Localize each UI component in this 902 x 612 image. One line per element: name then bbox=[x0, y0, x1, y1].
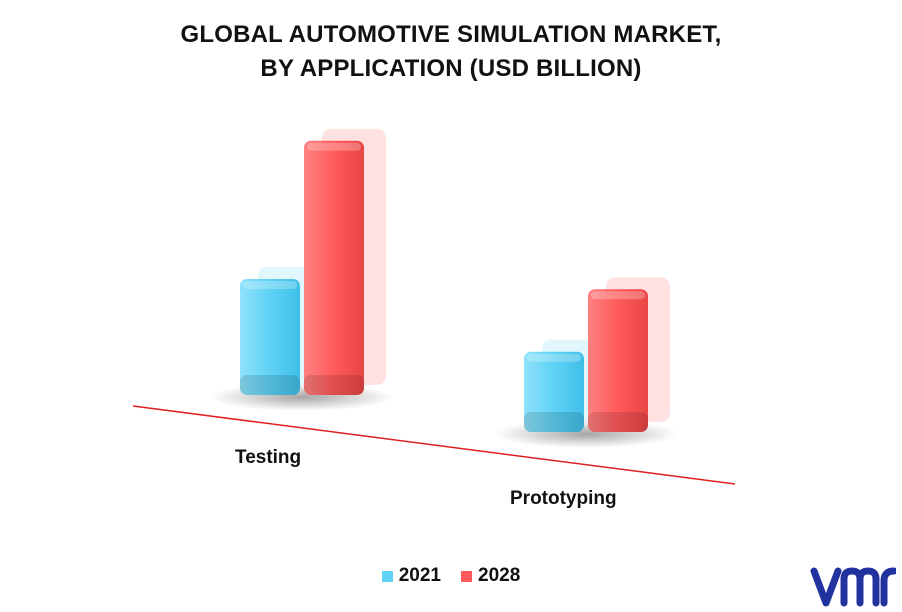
legend-item-2021: 2021 bbox=[381, 565, 441, 587]
bar-top-testing-2021 bbox=[243, 281, 297, 289]
bar-shadow-prototyping bbox=[494, 420, 678, 448]
baseline-axis bbox=[132, 405, 736, 485]
bar-base-prototyping-2021 bbox=[524, 412, 584, 432]
legend-label-2028: 2028 bbox=[478, 565, 521, 586]
chart-title-line-2: BY APPLICATION (USD BILLION) bbox=[260, 55, 642, 82]
legend-swatch-2028 bbox=[461, 570, 472, 582]
category-label-prototyping: Prototyping bbox=[510, 488, 617, 509]
bar-top-testing-2028 bbox=[307, 142, 361, 151]
bar-top-prototyping-2021 bbox=[527, 353, 581, 362]
bar-testing-2021 bbox=[240, 279, 300, 395]
bar-base-testing-2021 bbox=[240, 375, 300, 395]
bar-shadow-testing bbox=[210, 383, 394, 411]
category-label-testing: Testing bbox=[235, 447, 302, 468]
legend-swatch-2021 bbox=[381, 570, 393, 582]
bar-prototyping-2021 bbox=[524, 351, 584, 432]
chart-title-line-1: GLOBAL AUTOMOTIVE SIMULATION MARKET, bbox=[180, 21, 722, 48]
legend-item-2028: 2028 bbox=[461, 565, 520, 587]
legend: 2021 2028 bbox=[0, 565, 902, 587]
bar-top-prototyping-2028 bbox=[591, 291, 645, 300]
vmr-logo-icon bbox=[810, 567, 896, 607]
bar-base-testing-2028 bbox=[304, 375, 364, 395]
chart-title: GLOBAL AUTOMOTIVE SIMULATION MARKET, BY … bbox=[0, 18, 902, 86]
bar-base-prototyping-2028 bbox=[588, 412, 648, 432]
bar-prototyping-2028 bbox=[588, 289, 648, 432]
legend-label-2021: 2021 bbox=[398, 565, 441, 586]
bar-testing-2028 bbox=[304, 140, 364, 395]
